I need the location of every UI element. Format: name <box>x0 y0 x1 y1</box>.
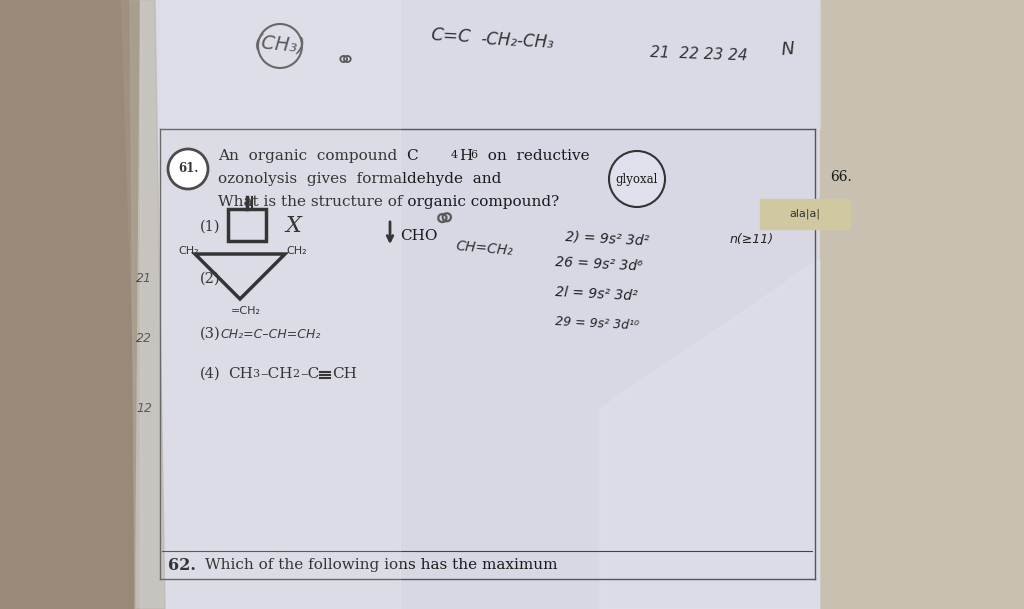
Text: (3): (3) <box>200 327 221 341</box>
Text: 61.: 61. <box>178 163 199 175</box>
Text: C=C: C=C <box>430 26 471 46</box>
Text: 2: 2 <box>292 369 299 379</box>
Text: 3: 3 <box>252 369 259 379</box>
Bar <box>760 199 850 229</box>
Text: –C: –C <box>300 367 319 381</box>
Text: CH=CH₂: CH=CH₂ <box>455 239 513 258</box>
Text: glyoxal: glyoxal <box>615 172 658 186</box>
Text: (4): (4) <box>200 367 220 381</box>
Text: 66.: 66. <box>830 170 852 184</box>
Text: ozonolysis  gives  formaldehyde  and: ozonolysis gives formaldehyde and <box>218 172 502 186</box>
Text: 26 = 9s² 3d⁶: 26 = 9s² 3d⁶ <box>555 255 643 273</box>
Text: (CH₃): (CH₃) <box>254 32 306 55</box>
Text: N: N <box>780 40 795 58</box>
Text: CHO: CHO <box>400 229 437 243</box>
Polygon shape <box>130 0 165 609</box>
Text: 6: 6 <box>470 150 477 160</box>
Text: n(≥11): n(≥11) <box>730 233 774 245</box>
Text: CH₂: CH₂ <box>286 246 306 256</box>
Polygon shape <box>820 0 1024 609</box>
Text: Which of the following ions has the maximum: Which of the following ions has the maxi… <box>205 558 557 572</box>
Text: -CH₂-CH₃: -CH₂-CH₃ <box>480 30 554 52</box>
Text: 12: 12 <box>136 403 152 415</box>
Text: CH: CH <box>228 367 253 381</box>
Polygon shape <box>140 0 400 609</box>
Text: CH: CH <box>332 367 357 381</box>
Circle shape <box>168 149 208 189</box>
Text: =CH₂: =CH₂ <box>231 306 261 316</box>
Text: 62.: 62. <box>168 557 196 574</box>
Text: ala|a|: ala|a| <box>790 209 820 219</box>
Text: 21: 21 <box>136 272 152 286</box>
Text: 2l = 9s² 3d²: 2l = 9s² 3d² <box>555 285 638 303</box>
Text: ⚭: ⚭ <box>430 203 460 236</box>
Polygon shape <box>870 0 1024 609</box>
Polygon shape <box>135 0 820 609</box>
Text: H: H <box>459 149 472 163</box>
Text: ⚭: ⚭ <box>335 49 355 73</box>
Polygon shape <box>600 259 820 609</box>
Text: (1): (1) <box>200 220 220 234</box>
Text: –CH: –CH <box>260 367 293 381</box>
Text: on  reductive: on reductive <box>478 149 590 163</box>
Text: What is the structure of organic compound?: What is the structure of organic compoun… <box>218 195 559 209</box>
Text: (2): (2) <box>200 272 220 286</box>
Text: 29 = 9s² 3d¹⁰: 29 = 9s² 3d¹⁰ <box>555 315 639 333</box>
Bar <box>228 209 266 241</box>
Polygon shape <box>160 0 820 129</box>
Text: 2) = 9s² 3d²: 2) = 9s² 3d² <box>565 230 649 248</box>
Text: CH₂=C–CH=CH₂: CH₂=C–CH=CH₂ <box>220 328 321 340</box>
Text: 22: 22 <box>136 333 152 345</box>
Text: 4: 4 <box>451 150 458 160</box>
Text: X: X <box>285 215 301 237</box>
Text: An  organic  compound  C: An organic compound C <box>218 149 419 163</box>
Text: CH₂: CH₂ <box>178 246 199 256</box>
Polygon shape <box>0 0 140 609</box>
Circle shape <box>609 151 665 207</box>
Text: 21  22 23 24: 21 22 23 24 <box>650 45 748 63</box>
